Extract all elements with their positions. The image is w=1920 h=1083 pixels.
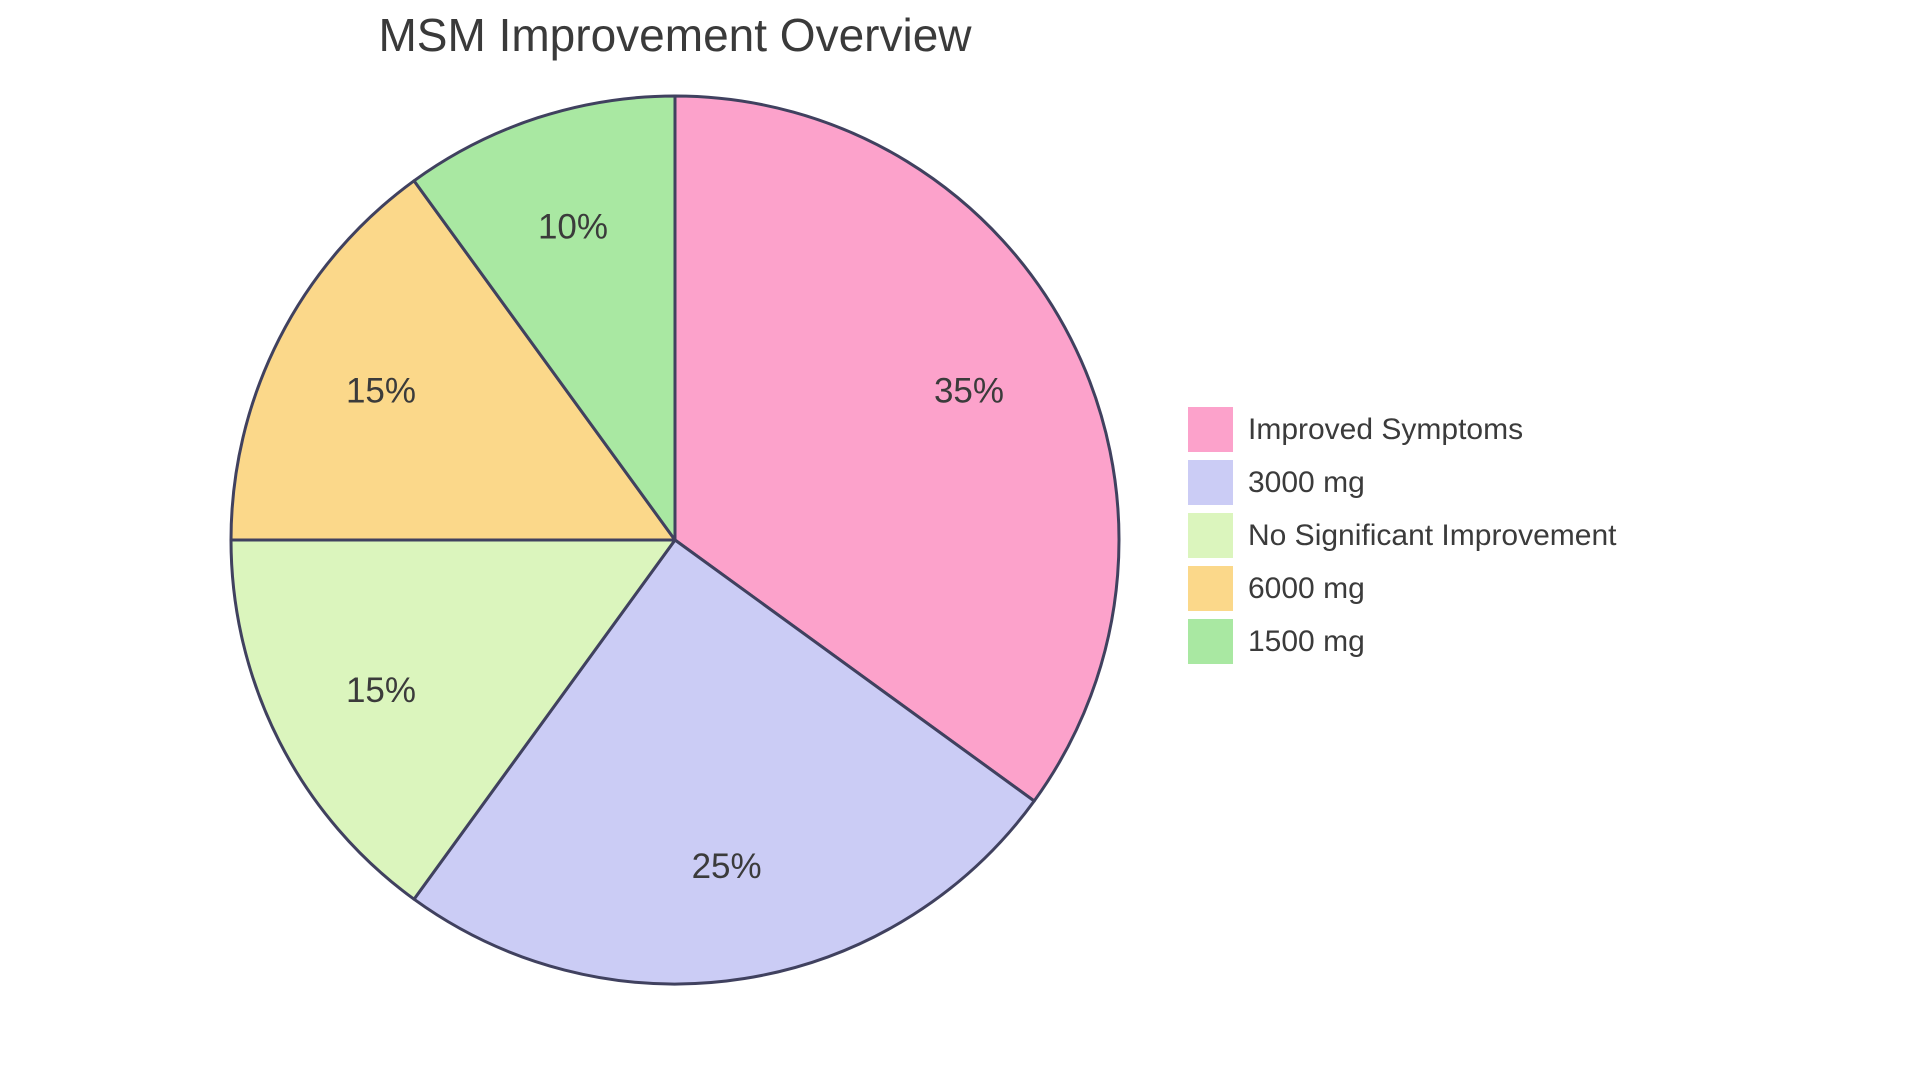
legend-swatch-improved-symptoms xyxy=(1188,407,1233,452)
pie-labels-group: 35% 25% 15% 15% 10% xyxy=(346,207,1004,886)
legend-swatch-6000-mg xyxy=(1188,566,1233,611)
chart-title: MSM Improvement Overview xyxy=(378,9,972,61)
legend-swatch-1500-mg xyxy=(1188,619,1233,664)
legend-item-6000-mg[interactable]: 6000 mg xyxy=(1188,566,1617,611)
slice-percent-label-6000-mg: 15% xyxy=(346,371,416,410)
slice-percent-label-improved-symptoms: 35% xyxy=(934,371,1004,410)
pie-slices-group xyxy=(229,94,1121,986)
pie-slice-6000-mg[interactable] xyxy=(229,179,677,542)
legend-item-improved-symptoms[interactable]: Improved Symptoms xyxy=(1188,407,1617,452)
pie-slice-no-significant-improvement[interactable] xyxy=(229,538,677,901)
legend-item-no-significant-improvement[interactable]: No Significant Improvement xyxy=(1188,513,1617,558)
legend-label-6000-mg: 6000 mg xyxy=(1248,571,1365,605)
legend-label-1500-mg: 1500 mg xyxy=(1248,624,1365,658)
pie-slice-3000-mg[interactable] xyxy=(412,538,1036,986)
slice-percent-label-no-significant-improvement: 15% xyxy=(346,671,416,710)
legend-label-improved-symptoms: Improved Symptoms xyxy=(1248,412,1524,446)
pie-slice-1500-mg[interactable] xyxy=(412,94,677,542)
legend: Improved Symptoms 3000 mg No Significant I… xyxy=(1188,407,1617,672)
legend-item-1500-mg[interactable]: 1500 mg xyxy=(1188,619,1617,664)
legend-label-no-significant-improvement: No Significant Improvement xyxy=(1248,518,1617,552)
pie-slice-improved-symptoms[interactable] xyxy=(673,94,1121,803)
slice-percent-label-1500-mg: 10% xyxy=(538,207,608,246)
legend-swatch-3000-mg xyxy=(1188,460,1233,505)
legend-label-3000-mg: 3000 mg xyxy=(1248,465,1365,499)
legend-swatch-no-significant-improvement xyxy=(1188,513,1233,558)
legend-item-3000-mg[interactable]: 3000 mg xyxy=(1188,460,1617,505)
slice-percent-label-3000-mg: 25% xyxy=(692,847,762,886)
